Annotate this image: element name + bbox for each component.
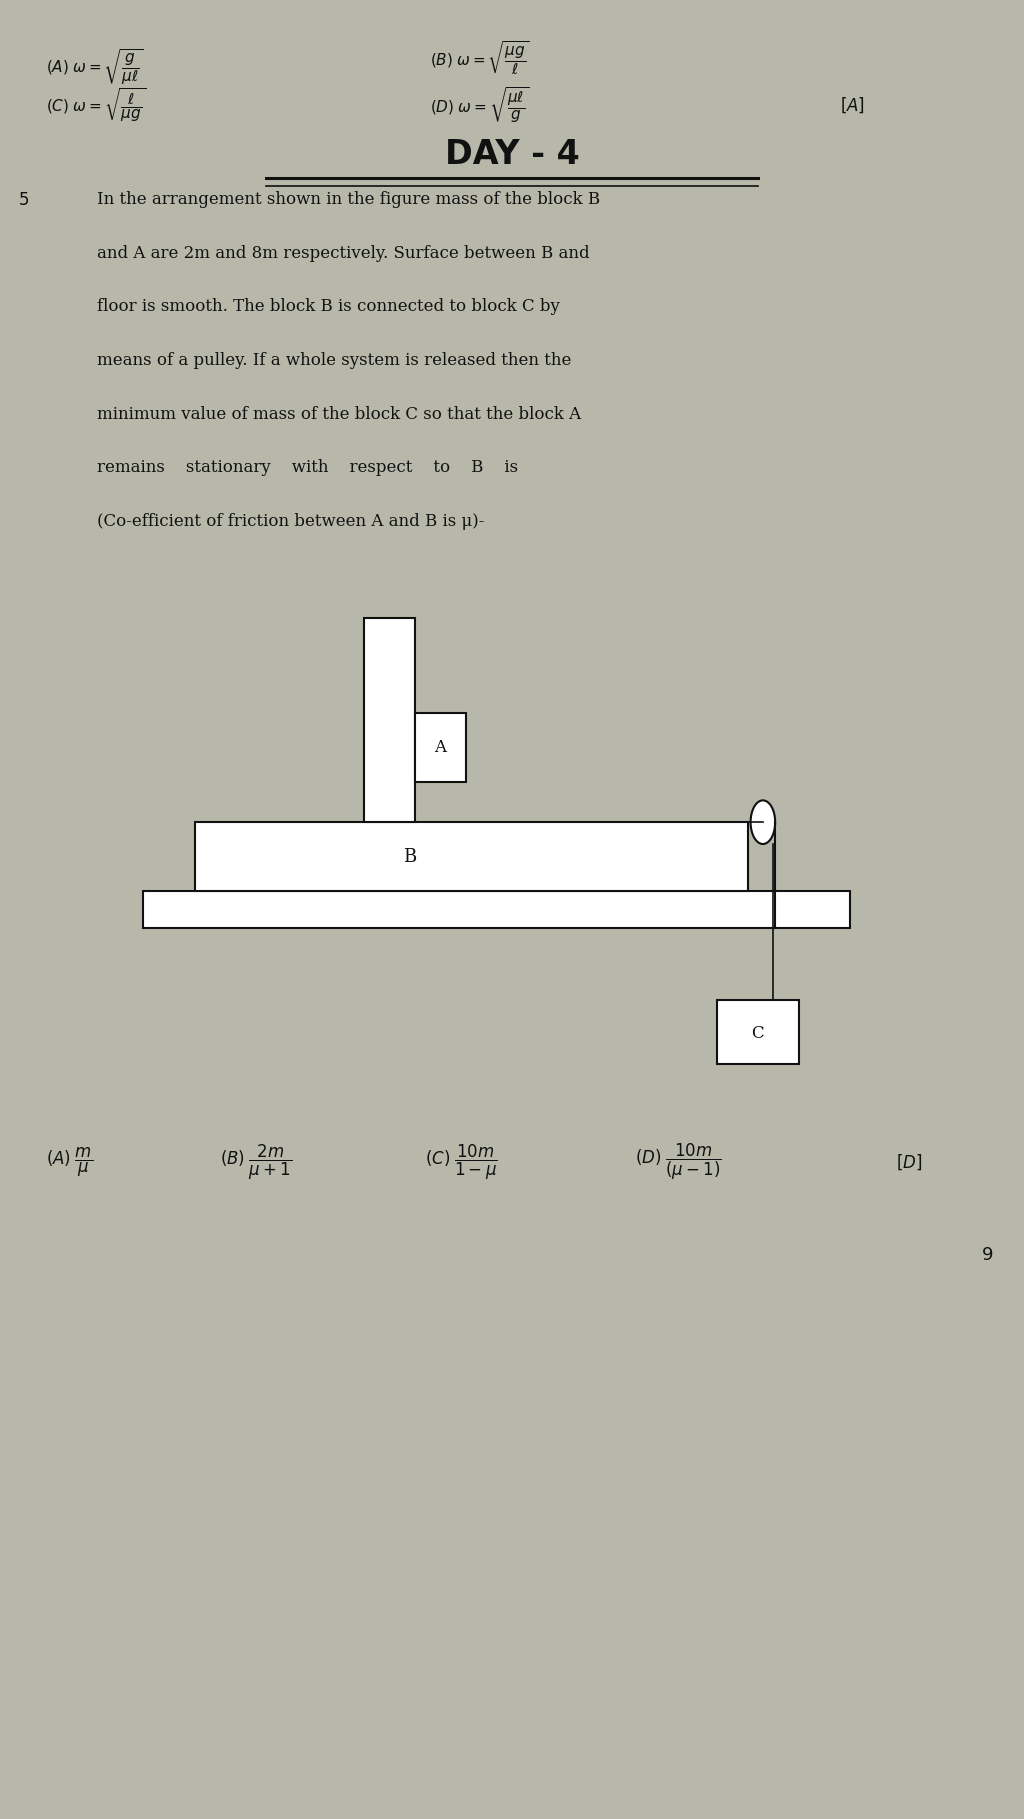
Bar bbox=[195, 822, 748, 891]
Text: $(D)\;\dfrac{10m}{(\mu-1)}$: $(D)\;\dfrac{10m}{(\mu-1)}$ bbox=[635, 1142, 722, 1182]
Text: $[D]$: $[D]$ bbox=[896, 1153, 923, 1171]
Text: (Co-efficient of friction between A and B is μ)-: (Co-efficient of friction between A and … bbox=[97, 513, 484, 529]
Text: $[A]$: $[A]$ bbox=[840, 96, 864, 115]
Text: $(B)\;\omega=\sqrt{\dfrac{\mu g}{\ell}}$: $(B)\;\omega=\sqrt{\dfrac{\mu g}{\ell}}$ bbox=[430, 40, 530, 76]
Text: DAY - 4: DAY - 4 bbox=[444, 138, 580, 171]
Text: $(C)\;\dfrac{10m}{1-\mu}$: $(C)\;\dfrac{10m}{1-\mu}$ bbox=[425, 1142, 498, 1182]
Text: $(A)\;\dfrac{m}{\mu}$: $(A)\;\dfrac{m}{\mu}$ bbox=[46, 1146, 93, 1179]
Bar bbox=[717, 1000, 799, 1064]
Text: and A are 2m and 8m respectively. Surface between B and: and A are 2m and 8m respectively. Surfac… bbox=[97, 244, 590, 262]
Text: $(A)\;\omega=\sqrt{\dfrac{g}{\mu\ell}}$: $(A)\;\omega=\sqrt{\dfrac{g}{\mu\ell}}$ bbox=[46, 47, 143, 87]
Text: remains    stationary    with    respect    to    B    is: remains stationary with respect to B is bbox=[97, 458, 518, 477]
Text: $(C)\;\omega=\sqrt{\dfrac{\ell}{\mu g}}$: $(C)\;\omega=\sqrt{\dfrac{\ell}{\mu g}}$ bbox=[46, 87, 146, 124]
Text: means of a pulley. If a whole system is released then the: means of a pulley. If a whole system is … bbox=[97, 353, 571, 369]
Bar bbox=[415, 713, 466, 782]
Bar bbox=[364, 618, 415, 822]
Text: floor is smooth. The block B is connected to block C by: floor is smooth. The block B is connecte… bbox=[97, 298, 560, 315]
Text: $(B)\;\dfrac{2m}{\mu+1}$: $(B)\;\dfrac{2m}{\mu+1}$ bbox=[220, 1142, 293, 1182]
Bar bbox=[143, 891, 850, 928]
Circle shape bbox=[751, 800, 775, 844]
Text: B: B bbox=[403, 848, 416, 866]
Text: A: A bbox=[434, 739, 446, 757]
Text: $(D)\;\omega=\sqrt{\dfrac{\mu\ell}{g}}$: $(D)\;\omega=\sqrt{\dfrac{\mu\ell}{g}}$ bbox=[430, 85, 529, 126]
Text: In the arrangement shown in the figure mass of the block B: In the arrangement shown in the figure m… bbox=[97, 191, 600, 207]
Text: C: C bbox=[752, 1024, 764, 1042]
Text: 9: 9 bbox=[982, 1246, 993, 1264]
Text: 5: 5 bbox=[18, 191, 29, 209]
Text: minimum value of mass of the block C so that the block A: minimum value of mass of the block C so … bbox=[97, 406, 582, 422]
